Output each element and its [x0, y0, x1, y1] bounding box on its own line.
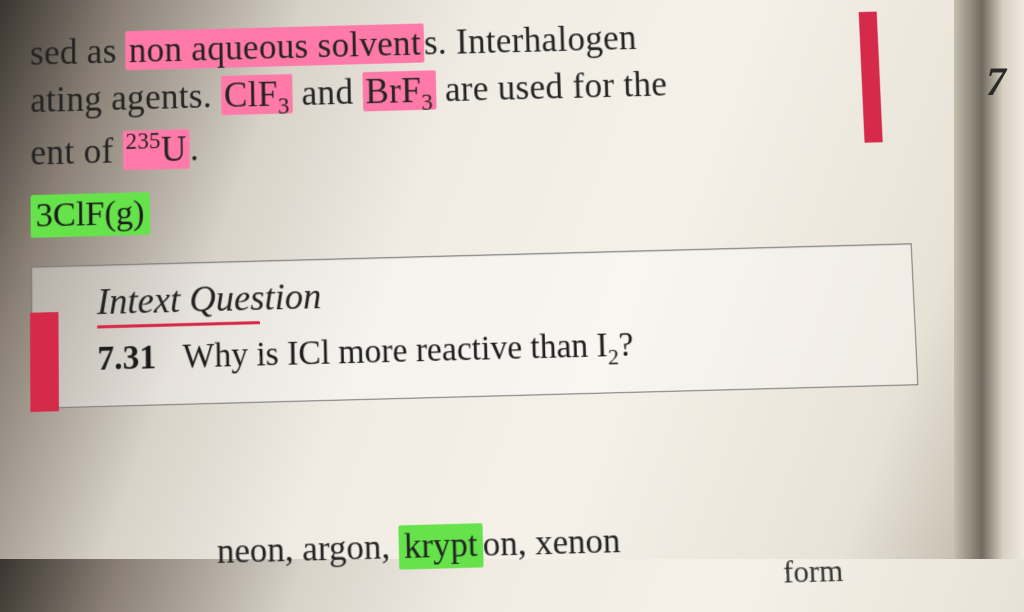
equation-3clf: 3ClF(g) — [31, 172, 931, 238]
question-number: 7.31 — [97, 335, 156, 383]
para-text: . — [190, 129, 200, 169]
highlight-clf3: ClF3 — [221, 74, 293, 115]
highlight-3clf: 3ClF(g) — [31, 192, 150, 238]
highlight-krypt: krypt — [398, 523, 483, 569]
intext-question-box: Intext Question 7.31 Why is ICl more rea… — [31, 243, 919, 409]
textbook-page: sed as non aqueous solvents. Interhaloge… — [0, 0, 988, 587]
highlight-non-aqueous: non aqueous solvent — [126, 23, 425, 70]
para-text: and — [292, 72, 363, 113]
para-text: are used for the — [435, 64, 668, 109]
adjacent-page-number: 7 — [986, 58, 1006, 105]
para-text: sed as — [30, 31, 126, 73]
bottom-text-fragment: neon, argon, krypton, xenon — [217, 520, 621, 575]
question-red-bar — [30, 312, 59, 412]
paragraph-solvents: sed as non aqueous solvents. Interhaloge… — [30, 6, 928, 177]
question-text: Why is ICl more reactive than I2? — [182, 322, 634, 383]
highlight-brf3: BrF3 — [362, 71, 436, 112]
heading-underline — [97, 321, 260, 328]
para-text: ent of — [30, 131, 122, 173]
question-7-31: 7.31 Why is ICl more reactive than I2? — [97, 315, 890, 385]
highlight-u235: 235U — [122, 129, 190, 170]
para-text: s. Interhalogen — [423, 18, 637, 63]
bottom-text-fragment-2: form — [782, 554, 843, 591]
para-text: ating agents. — [30, 76, 221, 120]
